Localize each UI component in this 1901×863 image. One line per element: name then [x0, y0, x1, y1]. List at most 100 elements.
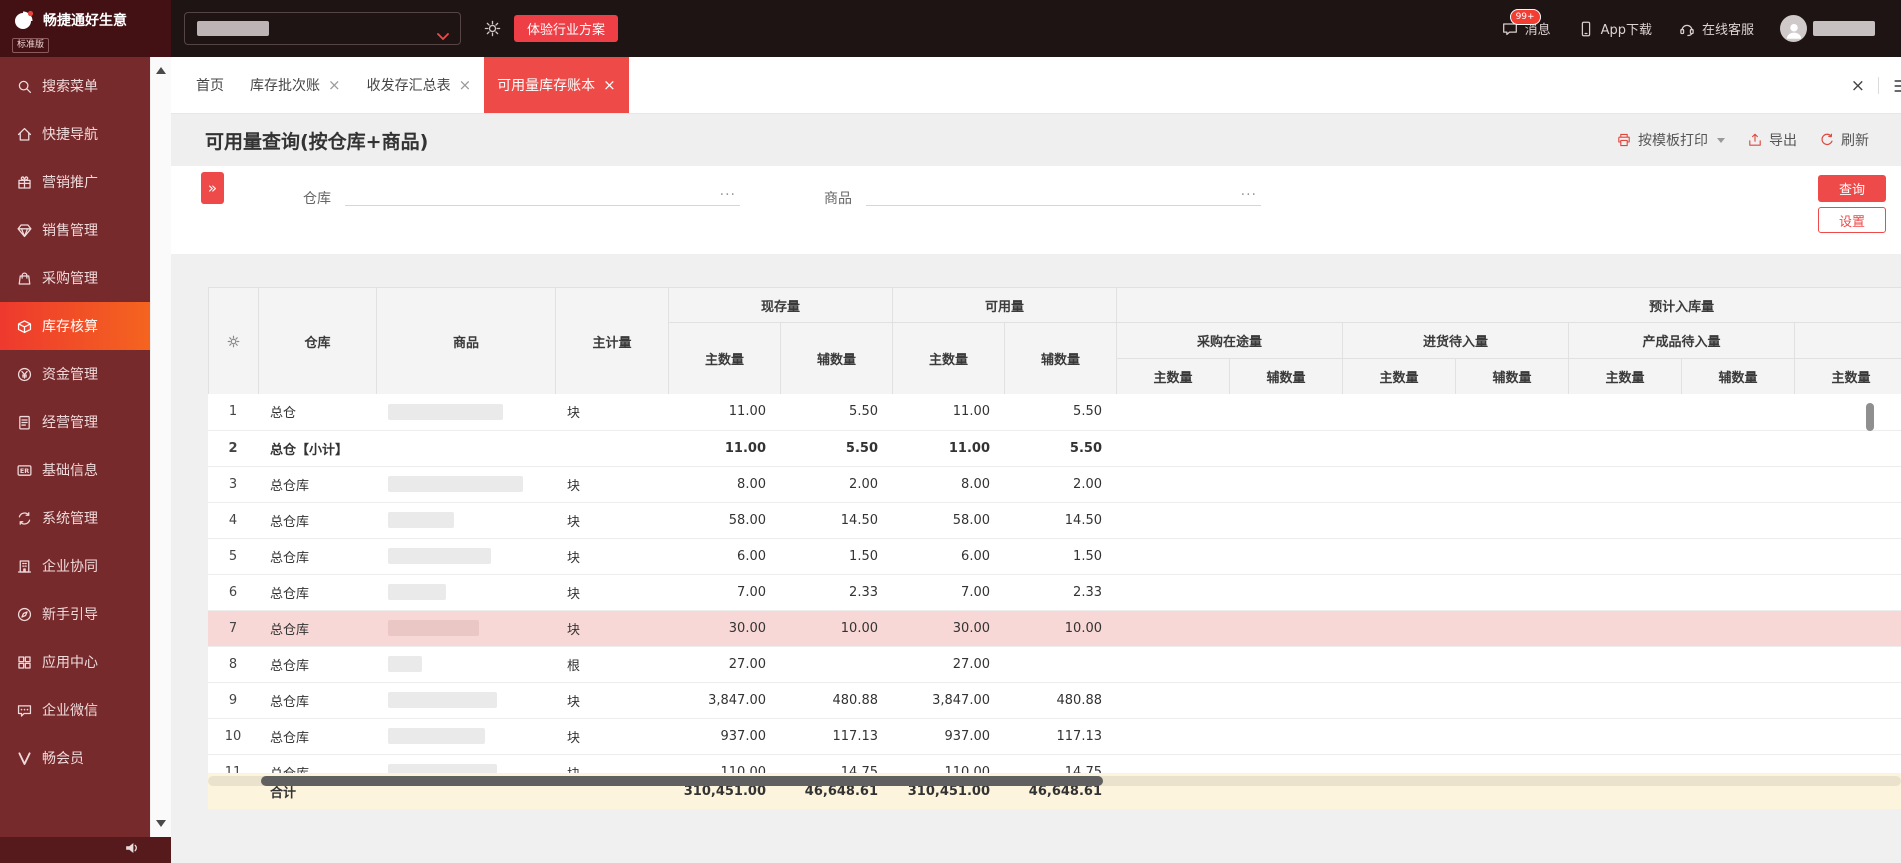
tab-1[interactable]: 首页 — [183, 57, 237, 113]
sidebar-item-6[interactable]: 库存核算 — [0, 302, 150, 350]
sidebar-item-15[interactable]: 畅会员 — [0, 734, 150, 782]
warehouse-picker-dots-icon[interactable]: ··· — [719, 187, 736, 203]
column-settings-header[interactable] — [208, 287, 259, 394]
row-number: 7 — [208, 610, 258, 647]
sidebar-item-label: 资金管理 — [42, 367, 98, 383]
sidebar-item-3[interactable]: 营销推广 — [0, 158, 150, 206]
table-row-7[interactable]: 7 总仓库块 30.00 10.00 30.00 10.00 — [208, 610, 1901, 647]
app-download-label: App下载 — [1600, 23, 1652, 38]
table-row-10[interactable]: 10 总仓库块 937.00 117.13 937.00 117.13 — [208, 718, 1901, 755]
product-cell — [376, 610, 555, 647]
col-header-qty-main[interactable]: 主数量 — [1116, 358, 1231, 394]
col-header-qty-aux[interactable]: 辅数量 — [1681, 358, 1796, 394]
expand-filters-button[interactable]: » — [201, 172, 224, 204]
tab-close-icon[interactable]: × — [328, 75, 341, 94]
sidebar-item-7[interactable]: 资金管理 — [0, 350, 150, 398]
avatar[interactable] — [1780, 15, 1807, 42]
global-search-input[interactable] — [184, 12, 461, 45]
col-header-qty-aux[interactable]: 辅数量 — [779, 322, 894, 394]
warehouse-cell: 总仓【小计】 — [258, 430, 376, 467]
sidebar-item-label: 销售管理 — [42, 223, 98, 239]
qty-cell: 11.00 — [668, 430, 780, 467]
table-row-2[interactable]: 2 总仓【小计】 11.00 5.50 11.00 5.50 — [208, 430, 1901, 467]
warehouse-filter-input[interactable]: ··· — [345, 178, 740, 206]
table-row-6[interactable]: 6 总仓库块 7.00 2.33 7.00 2.33 — [208, 574, 1901, 611]
tab-close-icon[interactable]: × — [603, 75, 616, 94]
tab-list-icon[interactable] — [1892, 75, 1901, 97]
table-row-4[interactable]: 4 总仓库块 58.00 14.50 58.00 14.50 — [208, 502, 1901, 539]
redacted-product-name — [388, 548, 491, 564]
refresh-button[interactable]: 刷新 — [1819, 130, 1869, 150]
announcement-speaker-icon[interactable] — [123, 839, 141, 861]
col-header-unit[interactable]: 主计量 — [555, 287, 669, 394]
qty-cell: 10.00 — [1004, 610, 1116, 647]
table-row-5[interactable]: 5 总仓库块 6.00 1.50 6.00 1.50 — [208, 538, 1901, 575]
sidebar-item-9[interactable]: ER 基础信息 — [0, 446, 150, 494]
tab-2[interactable]: 库存批次账 × — [237, 57, 354, 113]
col-header-qty-aux[interactable]: 辅数量 — [1229, 358, 1344, 394]
print-by-template-button[interactable]: 按模板打印 — [1616, 130, 1725, 150]
sidebar-item-1[interactable]: 搜索菜单 — [0, 62, 150, 110]
sidebar-item-4[interactable]: 销售管理 — [0, 206, 150, 254]
product-picker-dots-icon[interactable]: ··· — [1240, 187, 1257, 203]
sidebar-item-13[interactable]: 应用中心 — [0, 638, 150, 686]
col-header-qty-main[interactable]: 主数量 — [1794, 358, 1901, 394]
qty-cell: 110.00 — [668, 754, 780, 773]
open-tabs: 首页 库存批次账 × 收发存汇总表 × 可用量库存账本 × — [183, 57, 629, 113]
tab-label: 可用量库存账本 — [497, 78, 596, 94]
messages-button[interactable]: 消息 99+ — [1501, 9, 1551, 38]
sidebar-item-5[interactable]: 采购管理 — [0, 254, 150, 302]
user-account[interactable] — [1780, 15, 1875, 42]
horizontal-scrollbar[interactable] — [208, 776, 1901, 786]
tab-close-icon[interactable]: × — [458, 75, 472, 94]
qty-cell: 14.75 — [780, 754, 892, 773]
product-cell — [376, 646, 555, 683]
sidebar-scrollbar[interactable] — [150, 57, 171, 837]
search-dropdown-chevron-icon[interactable] — [437, 26, 449, 45]
redacted-product-name — [388, 656, 422, 672]
horizontal-scrollbar-thumb[interactable] — [261, 776, 1103, 786]
redacted-product-name — [388, 728, 485, 744]
tab-4[interactable]: 可用量库存账本 × — [484, 57, 629, 113]
col-header-product[interactable]: 商品 — [376, 287, 556, 394]
online-support-label: 在线客服 — [1701, 23, 1754, 38]
table-row-9[interactable]: 9 总仓库块 3,847.00 480.88 3,847.00 480.88 — [208, 682, 1901, 719]
col-header-qty-main[interactable]: 主数量 — [668, 322, 781, 394]
product-cell — [376, 430, 555, 467]
sidebar-item-2[interactable]: 快捷导航 — [0, 110, 150, 158]
topbar-gear-icon[interactable] — [483, 19, 502, 38]
query-button[interactable]: 查询 — [1818, 175, 1886, 202]
gear-icon[interactable] — [226, 334, 241, 349]
col-header-qty-main[interactable]: 主数量 — [1568, 358, 1683, 394]
availability-table: 仓库 商品 主计量 现存量 可用量 预计入库量 主数量 辅数量 主数量 辅数量 … — [208, 287, 1901, 809]
col-header-qty-main[interactable]: 主数量 — [892, 322, 1006, 394]
table-row-8[interactable]: 8 总仓库根 27.00 27.00 — [208, 646, 1901, 683]
vertical-scrollbar-thumb[interactable] — [1866, 403, 1874, 431]
sidebar-item-12[interactable]: 新手引导 — [0, 590, 150, 638]
redacted-product-name — [388, 476, 523, 492]
sidebar-item-14[interactable]: 企业微信 — [0, 686, 150, 734]
sidebar-item-11[interactable]: 企业协同 — [0, 542, 150, 590]
close-all-tabs-icon[interactable]: × — [1850, 75, 1865, 96]
sidebar-item-8[interactable]: 经营管理 — [0, 398, 150, 446]
product-filter-label: 商品 — [824, 191, 852, 207]
online-support-button[interactable]: 在线客服 — [1678, 19, 1754, 38]
product-filter-input[interactable]: ··· — [866, 178, 1261, 206]
export-button[interactable]: 导出 — [1747, 130, 1797, 150]
print-dropdown-caret-icon[interactable] — [1717, 137, 1725, 143]
settings-button[interactable]: 设置 — [1818, 207, 1886, 233]
tab-3[interactable]: 收发存汇总表 × — [354, 57, 485, 113]
table-row-3[interactable]: 3 总仓库块 8.00 2.00 8.00 2.00 — [208, 466, 1901, 503]
col-header-qty-aux[interactable]: 辅数量 — [1455, 358, 1570, 394]
scroll-down-icon[interactable] — [156, 820, 166, 827]
table-row-1[interactable]: 1 总仓块 11.00 5.50 11.00 5.50 — [208, 394, 1901, 431]
scroll-up-icon[interactable] — [156, 67, 166, 74]
apps-icon — [16, 654, 33, 671]
col-header-qty-aux[interactable]: 辅数量 — [1004, 322, 1118, 394]
col-header-qty-main[interactable]: 主数量 — [1342, 358, 1457, 394]
app-download-button[interactable]: App下载 — [1577, 19, 1652, 38]
col-header-warehouse[interactable]: 仓库 — [258, 287, 377, 394]
experience-solution-button[interactable]: 体验行业方案 — [514, 15, 619, 42]
sidebar-item-10[interactable]: 系统管理 — [0, 494, 150, 542]
